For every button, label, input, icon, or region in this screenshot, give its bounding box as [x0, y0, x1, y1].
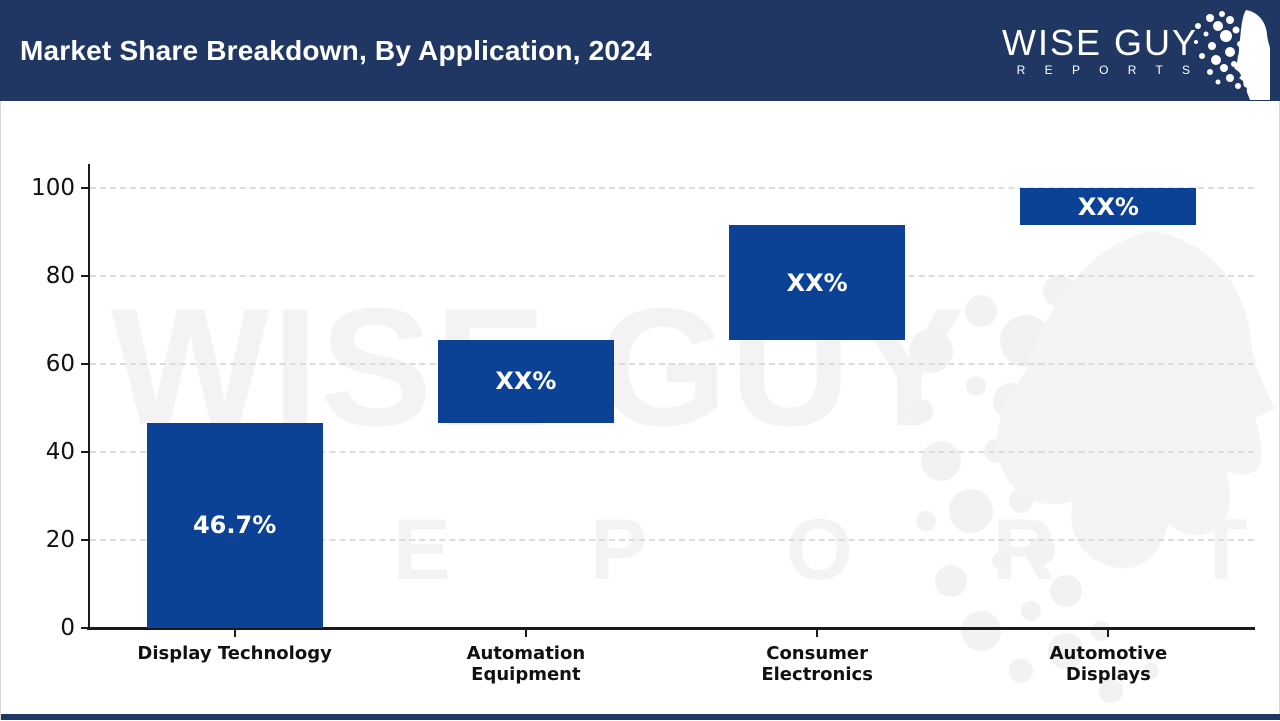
chart-panel: WISE GUY R E P O R T S 02040608010046.7%…: [0, 101, 1280, 720]
bar-3: XX%: [1020, 188, 1197, 226]
y-tick-label-0: 0: [60, 615, 75, 641]
y-tick-0: [81, 627, 88, 629]
bar-value-label-3: XX%: [1077, 192, 1139, 221]
y-tick-60: [81, 363, 88, 365]
header-bar: Market Share Breakdown, By Application, …: [0, 0, 1280, 101]
logo-text: WISE GUY R E P O R T S: [1001, 21, 1198, 77]
x-axis-line: [87, 627, 1255, 630]
logo-subtitle: R E P O R T S: [1016, 62, 1198, 77]
bar-value-label-1: XX%: [495, 367, 557, 396]
page-title: Market Share Breakdown, By Application, …: [20, 34, 652, 66]
y-tick-label-40: 40: [45, 439, 75, 465]
category-label-3: Automotive Displays: [1049, 643, 1168, 685]
x-tick-0: [233, 630, 236, 637]
bar-1: XX%: [437, 339, 614, 423]
y-tick-label-60: 60: [45, 351, 75, 377]
category-label-2: Consumer Electronics: [761, 643, 873, 685]
y-tick-80: [81, 275, 88, 277]
y-tick-label-100: 100: [31, 175, 75, 201]
wise-guy-reports-logo: WISE GUY R E P O R T S: [1002, 2, 1280, 100]
bar-value-label-0: 46.7%: [192, 511, 277, 540]
gridline-y-60: [90, 363, 1254, 365]
y-tick-label-80: 80: [45, 263, 75, 289]
bar-0: 46.7%: [146, 422, 323, 628]
gridline-y-40: [90, 451, 1254, 453]
y-tick-label-20: 20: [45, 527, 75, 553]
y-tick-100: [81, 187, 88, 189]
gridline-y-80: [90, 275, 1254, 277]
gridline-y-100: [90, 187, 1254, 189]
y-tick-40: [81, 451, 88, 453]
logo-name: WISE GUY: [1001, 21, 1198, 63]
x-tick-2: [816, 630, 819, 637]
x-tick-1: [524, 630, 527, 637]
y-tick-20: [81, 539, 88, 541]
gridline-y-20: [90, 539, 1254, 541]
category-label-1: Automation Equipment: [466, 643, 586, 685]
head-silhouette-icon: [1194, 9, 1270, 100]
footer-bar: [1, 714, 1280, 720]
bar-2: XX%: [729, 225, 906, 340]
waterfall-chart: 0 20 40 60 80 100 46.7% Display Technology XX% Au…: [1, 101, 1279, 720]
category-label-0: Display Technology: [137, 643, 332, 664]
y-axis-line: [88, 164, 90, 628]
bar-value-label-2: XX%: [786, 268, 848, 297]
x-tick-3: [1107, 630, 1110, 637]
